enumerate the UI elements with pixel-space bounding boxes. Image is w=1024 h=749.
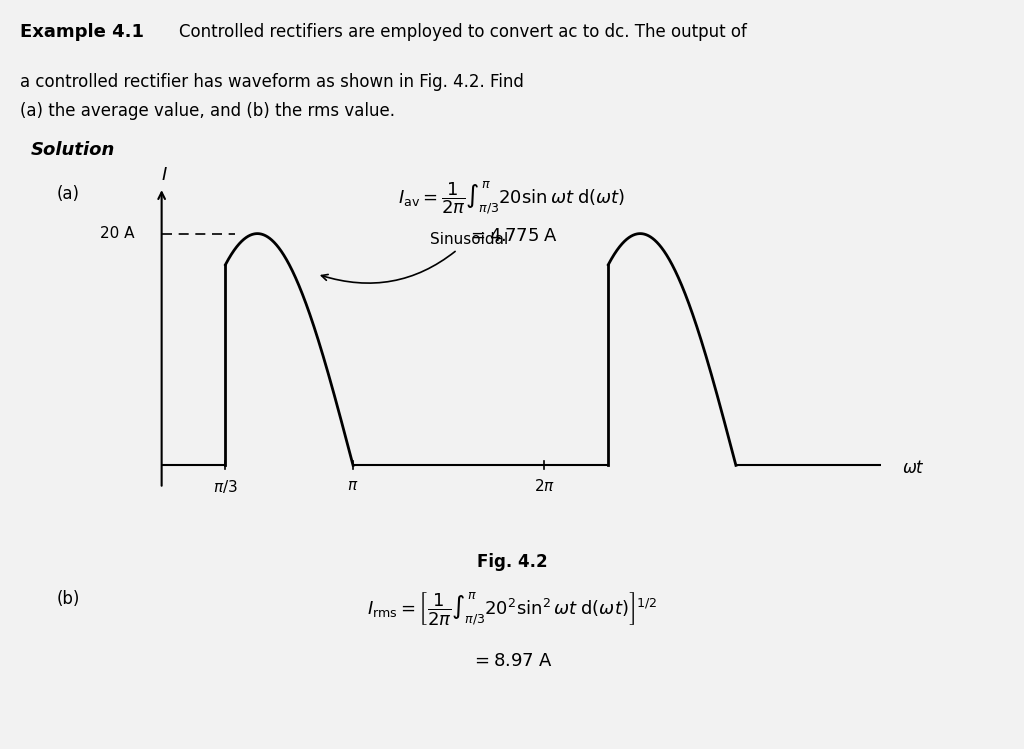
Text: Fig. 4.2: Fig. 4.2 xyxy=(477,553,547,571)
Text: $I_{\mathrm{rms}} = \left[\dfrac{1}{2\pi} \int_{\pi/3}^{\pi} 20^2 \sin^2 \omega : $I_{\mathrm{rms}} = \left[\dfrac{1}{2\pi… xyxy=(367,590,657,627)
Text: $2\pi$: $2\pi$ xyxy=(534,478,555,494)
Text: $= 8.97 \; \mathrm{A}$: $= 8.97 \; \mathrm{A}$ xyxy=(471,652,553,670)
Text: (b): (b) xyxy=(56,590,80,608)
Text: $\pi/3$: $\pi/3$ xyxy=(213,478,238,495)
Text: Solution: Solution xyxy=(31,142,115,160)
Text: Sinusoidal: Sinusoidal xyxy=(322,232,508,283)
Text: $I$: $I$ xyxy=(161,166,168,184)
Text: $I_{\mathrm{av}} = \dfrac{1}{2\pi} \int_{\pi/3}^{\pi} 20 \sin \omega t \; \mathr: $I_{\mathrm{av}} = \dfrac{1}{2\pi} \int_… xyxy=(398,179,626,216)
Text: a controlled rectifier has waveform as shown in Fig. 4.2. Find: a controlled rectifier has waveform as s… xyxy=(20,73,524,91)
Text: $\pi$: $\pi$ xyxy=(347,478,358,493)
Text: Example 4.1: Example 4.1 xyxy=(20,22,144,40)
Text: 20 A: 20 A xyxy=(99,226,134,241)
Text: Controlled rectifiers are employed to convert ac to dc. The output of: Controlled rectifiers are employed to co… xyxy=(179,22,748,40)
Text: (a): (a) xyxy=(56,185,79,203)
Text: $= 4.775 \; \mathrm{A}$: $= 4.775 \; \mathrm{A}$ xyxy=(467,227,557,245)
Text: $\omega t$: $\omega t$ xyxy=(902,458,925,476)
Text: (a) the average value, and (b) the rms value.: (a) the average value, and (b) the rms v… xyxy=(20,102,395,120)
